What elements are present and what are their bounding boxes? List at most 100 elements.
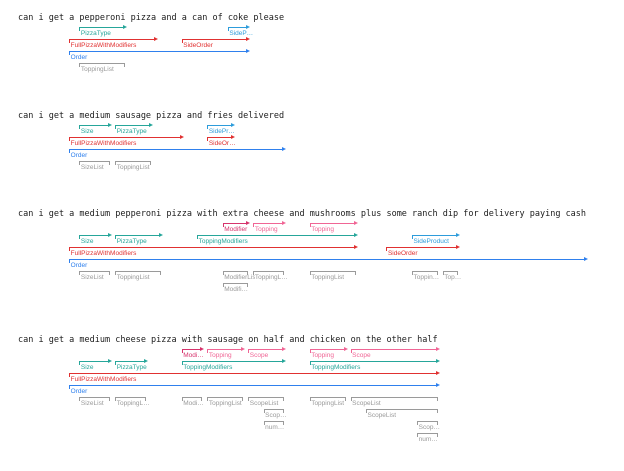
annotation-span-order[interactable]: Order bbox=[69, 383, 441, 396]
annotation-label: ToppingList bbox=[208, 399, 243, 408]
annotation-span-pizzatype[interactable]: PizzaType bbox=[115, 359, 148, 372]
annotation-span-order[interactable]: Order bbox=[69, 147, 287, 160]
annotation-label: Order bbox=[70, 53, 89, 62]
annotation-label: Toppin… bbox=[413, 273, 441, 282]
utterance-block-2: can i get a medium sausage pizza and fri… bbox=[18, 110, 620, 172]
annotation-span-sizelist[interactable]: SizeList bbox=[79, 397, 111, 408]
annotation-label: ToppingModifiers bbox=[198, 237, 249, 246]
annotation-label: Topping bbox=[208, 351, 233, 360]
annotation-label: Modifi… bbox=[224, 285, 250, 294]
annotation-span-scopelist[interactable]: ScopeList bbox=[365, 409, 438, 420]
utterance-text: can i get a pepperoni pizza and a can of… bbox=[18, 13, 285, 23]
utterance-block-3: can i get a medium pepperoni pizza with … bbox=[18, 208, 620, 294]
annotation-label: Scop… bbox=[265, 411, 288, 420]
annotation-label: ScopeList bbox=[352, 399, 382, 408]
annotation-span-sidep[interactable]: SideP… bbox=[227, 25, 255, 38]
annotation-label: SideOrder bbox=[183, 41, 214, 50]
annotation-label: Scop… bbox=[418, 423, 441, 432]
utterance-text: can i get a medium pepperoni pizza with … bbox=[18, 209, 587, 219]
annotation-label: ToppingList bbox=[116, 273, 151, 282]
annotation-span-size[interactable]: Size bbox=[79, 233, 112, 246]
annotation-span-toppinglist[interactable]: ToppingList bbox=[309, 397, 346, 408]
annotation-span-modifi[interactable]: Modifi… bbox=[222, 283, 250, 294]
annotation-label: SizeList bbox=[80, 163, 105, 172]
annotation-span-toppinglist[interactable]: ToppingList bbox=[79, 63, 126, 74]
annotation-span-pizzatype[interactable]: PizzaType bbox=[115, 123, 153, 136]
annotation-span-topping[interactable]: Topping bbox=[309, 221, 358, 234]
annotation-span-top[interactable]: Top… bbox=[442, 271, 463, 282]
annotation-span-fullpizzawithmodifiers[interactable]: FullPizzaWithModifiers bbox=[69, 371, 441, 384]
annotation-span-sideor[interactable]: SideOr… bbox=[207, 135, 237, 148]
annotation-span-toppingmodifiers[interactable]: ToppingModifiers bbox=[197, 233, 358, 246]
annotation-span-scop[interactable]: Scop… bbox=[417, 421, 441, 432]
annotation-label: SideOr… bbox=[208, 139, 237, 148]
annotation-label: PizzaType bbox=[116, 237, 148, 246]
annotation-label: ToppingL… bbox=[254, 273, 289, 282]
annotation-span-toppinglist[interactable]: ToppingList bbox=[309, 271, 356, 282]
annotation-label: Scope bbox=[352, 351, 372, 360]
annotation-label: num… bbox=[418, 435, 439, 444]
annotation-span-order[interactable]: Order bbox=[69, 49, 251, 62]
annotation-span-sidepr[interactable]: SidePr… bbox=[207, 123, 236, 136]
annotation-label: Order bbox=[70, 151, 89, 160]
annotation-label: Topping bbox=[311, 351, 335, 360]
annotation-span-scope[interactable]: Scope bbox=[248, 347, 286, 360]
annotation-span-sideorder[interactable]: SideOrder bbox=[386, 245, 460, 258]
annotation-span-fullpizzawithmodifiers[interactable]: FullPizzaWithModifiers bbox=[69, 135, 184, 148]
annotation-label: Top… bbox=[444, 273, 463, 282]
annotation-span-sideorder[interactable]: SideOrder bbox=[181, 37, 250, 50]
annotation-span-size[interactable]: Size bbox=[79, 359, 112, 372]
annotation-label: PizzaType bbox=[80, 29, 112, 38]
annotation-label: PizzaType bbox=[116, 363, 148, 372]
annotation-label: Modifier bbox=[224, 225, 249, 234]
annotation-span-toppingmodifiers[interactable]: ToppingModifiers bbox=[181, 359, 287, 372]
annotation-span-scopelist[interactable]: ScopeList bbox=[350, 397, 438, 408]
annotation-span-modi[interactable]: Modi… bbox=[181, 397, 205, 408]
annotation-span-topping[interactable]: Topping bbox=[309, 347, 348, 360]
annotation-span-scope[interactable]: Scope bbox=[350, 347, 440, 360]
annotation-label: Topping bbox=[311, 225, 335, 234]
annotation-span-toppinglist[interactable]: ToppingList bbox=[207, 397, 244, 408]
annotation-span-num[interactable]: num… bbox=[417, 433, 439, 444]
annotation-span-pizzatype[interactable]: PizzaType bbox=[79, 25, 128, 38]
annotation-label: SideP… bbox=[229, 29, 255, 38]
annotation-label: SizeList bbox=[80, 273, 105, 282]
annotation-label: ToppingList bbox=[311, 399, 346, 408]
annotation-label: SideProduct bbox=[413, 237, 450, 246]
annotation-span-toppingmodifiers[interactable]: ToppingModifiers bbox=[309, 359, 440, 372]
annotation-label: ToppingList bbox=[311, 273, 346, 282]
annotation-label: num… bbox=[265, 423, 286, 432]
annotation-label: Size bbox=[80, 127, 95, 136]
annotation-span-toppingl[interactable]: ToppingL… bbox=[115, 397, 151, 408]
annotation-span-modifier[interactable]: Modifier bbox=[222, 221, 250, 234]
annotation-label: ScopeList bbox=[249, 399, 280, 408]
annotation-span-toppinglist[interactable]: ToppingList bbox=[115, 161, 152, 172]
annotation-label: SideOrder bbox=[387, 249, 419, 258]
annotation-label: FullPizzaWithModifiers bbox=[70, 375, 138, 384]
annotation-span-topping[interactable]: Topping bbox=[253, 221, 286, 234]
annotation-span-order[interactable]: Order bbox=[69, 257, 588, 270]
annotation-span-topping[interactable]: Topping bbox=[207, 347, 245, 360]
utterance-text: can i get a medium cheese pizza with sau… bbox=[18, 335, 438, 345]
annotation-span-scop[interactable]: Scop… bbox=[263, 409, 288, 420]
annotation-span-sizelist[interactable]: SizeList bbox=[79, 271, 111, 282]
annotation-span-toppingl[interactable]: ToppingL… bbox=[253, 271, 289, 282]
annotation-label: Size bbox=[80, 237, 95, 246]
annotation-label: Size bbox=[80, 363, 95, 372]
annotation-span-modi[interactable]: Modi… bbox=[181, 347, 205, 360]
annotation-span-size[interactable]: Size bbox=[79, 123, 112, 136]
annotation-label: ToppingL… bbox=[116, 399, 151, 408]
utterance-block-4: can i get a medium cheese pizza with sau… bbox=[18, 334, 620, 444]
annotation-span-fullpizzawithmodifiers[interactable]: FullPizzaWithModifiers bbox=[69, 245, 358, 258]
annotation-span-toppin[interactable]: Toppin… bbox=[412, 271, 441, 282]
annotation-span-toppinglist[interactable]: ToppingList bbox=[115, 271, 162, 282]
annotation-span-scopelist[interactable]: ScopeList bbox=[248, 397, 285, 408]
annotation-span-pizzatype[interactable]: PizzaType bbox=[115, 233, 164, 246]
annotation-label: Order bbox=[70, 261, 89, 270]
annotation-label: Order bbox=[70, 387, 89, 396]
annotation-span-modifierlist[interactable]: ModifierList bbox=[222, 271, 259, 282]
annotation-span-num[interactable]: num… bbox=[263, 421, 286, 432]
annotation-span-sizelist[interactable]: SizeList bbox=[79, 161, 111, 172]
annotation-span-sideproduct[interactable]: SideProduct bbox=[412, 233, 461, 246]
annotation-span-fullpizzawithmodifiers[interactable]: FullPizzaWithModifiers bbox=[69, 37, 159, 50]
